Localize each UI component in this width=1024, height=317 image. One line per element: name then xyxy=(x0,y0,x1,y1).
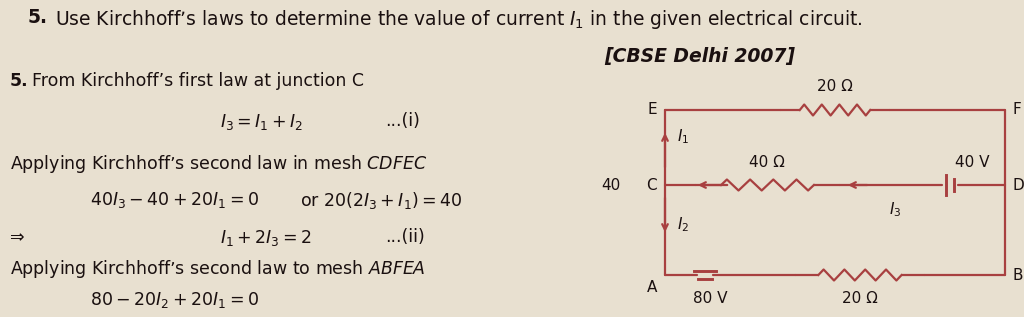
Text: or $20(2I_3 + I_1) = 40$: or $20(2I_3 + I_1) = 40$ xyxy=(300,190,462,211)
Text: 40: 40 xyxy=(601,178,620,192)
Text: $I_1 + 2I_3 = 2$: $I_1 + 2I_3 = 2$ xyxy=(220,228,311,248)
Text: $40I_3 - 40 + 20I_1 = 0$: $40I_3 - 40 + 20I_1 = 0$ xyxy=(90,190,259,210)
Text: ⇒: ⇒ xyxy=(10,228,25,246)
Text: $I_3 = I_1 + I_2$: $I_3 = I_1 + I_2$ xyxy=(220,112,303,132)
Text: $I_3$: $I_3$ xyxy=(889,200,901,219)
Text: 5.: 5. xyxy=(10,72,29,90)
Text: 20 Ω: 20 Ω xyxy=(842,291,878,306)
Text: 40 V: 40 V xyxy=(955,155,989,170)
Text: Use Kirchhoff’s laws to determine the value of current $I_1$ in the given electr: Use Kirchhoff’s laws to determine the va… xyxy=(55,8,863,31)
Text: 80 V: 80 V xyxy=(693,291,727,306)
Text: Applying Kirchhoff’s second law in mesh $CDFEC$: Applying Kirchhoff’s second law in mesh … xyxy=(10,153,427,175)
Text: From Kirchhoff’s first law at junction C: From Kirchhoff’s first law at junction C xyxy=(32,72,364,90)
Text: 5.: 5. xyxy=(28,8,48,27)
Text: 40 Ω: 40 Ω xyxy=(750,155,785,170)
Text: $I_2$: $I_2$ xyxy=(677,216,689,234)
Text: Applying Kirchhoff’s second law to mesh $ABFEA$: Applying Kirchhoff’s second law to mesh … xyxy=(10,258,426,280)
Text: D: D xyxy=(1013,178,1024,192)
Text: C: C xyxy=(646,178,657,192)
Text: ...(i): ...(i) xyxy=(385,112,420,130)
Text: $80 - 20I_2 + 20I_1 = 0$: $80 - 20I_2 + 20I_1 = 0$ xyxy=(90,290,259,310)
Text: $I_1$: $I_1$ xyxy=(677,128,689,146)
Text: A: A xyxy=(646,280,657,295)
Text: [CBSE Delhi 2007]: [CBSE Delhi 2007] xyxy=(604,47,796,66)
Text: F: F xyxy=(1013,102,1022,118)
Text: E: E xyxy=(647,102,657,118)
Text: 20 Ω: 20 Ω xyxy=(817,79,853,94)
Text: B: B xyxy=(1013,268,1024,282)
Text: ...(ii): ...(ii) xyxy=(385,228,425,246)
